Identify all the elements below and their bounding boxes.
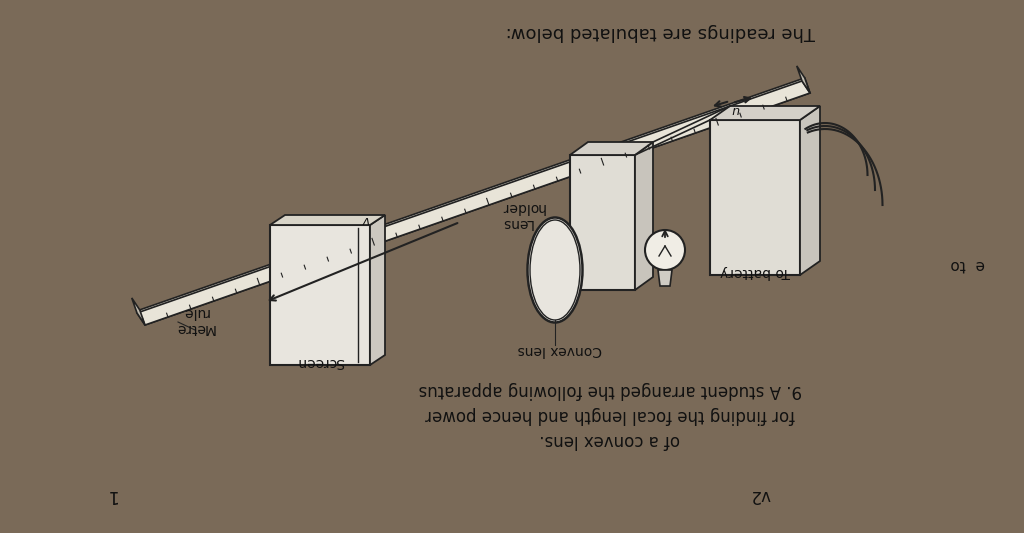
Text: Lens
holder: Lens holder	[501, 200, 545, 230]
Text: u: u	[731, 103, 739, 117]
Text: v2: v2	[750, 486, 770, 504]
Polygon shape	[800, 106, 820, 275]
Text: To battery: To battery	[720, 265, 790, 279]
Text: Convex lens: Convex lens	[518, 343, 602, 357]
Polygon shape	[797, 66, 810, 93]
Text: 9. A student arranged the following apparatus: 9. A student arranged the following appa…	[418, 381, 802, 399]
Polygon shape	[635, 142, 653, 290]
Text: The readings are tabulated below:: The readings are tabulated below:	[505, 23, 815, 41]
Text: of a convex lens.: of a convex lens.	[540, 431, 680, 449]
Text: 1: 1	[104, 486, 116, 504]
Text: Metre
rule: Metre rule	[175, 305, 215, 335]
Polygon shape	[270, 215, 385, 225]
Polygon shape	[270, 225, 370, 365]
Ellipse shape	[527, 217, 583, 322]
Polygon shape	[570, 155, 635, 290]
Text: Screen: Screen	[296, 355, 344, 369]
Circle shape	[645, 230, 685, 270]
Polygon shape	[710, 120, 800, 275]
Polygon shape	[710, 106, 820, 120]
Polygon shape	[570, 142, 653, 155]
Polygon shape	[137, 81, 810, 325]
Text: for finding the focal length and hence power: for finding the focal length and hence p…	[425, 406, 795, 424]
Polygon shape	[132, 298, 145, 325]
Text: v: v	[361, 214, 369, 227]
Text: e  to: e to	[950, 257, 985, 272]
Polygon shape	[658, 270, 672, 286]
Polygon shape	[370, 215, 385, 365]
Polygon shape	[139, 78, 810, 325]
